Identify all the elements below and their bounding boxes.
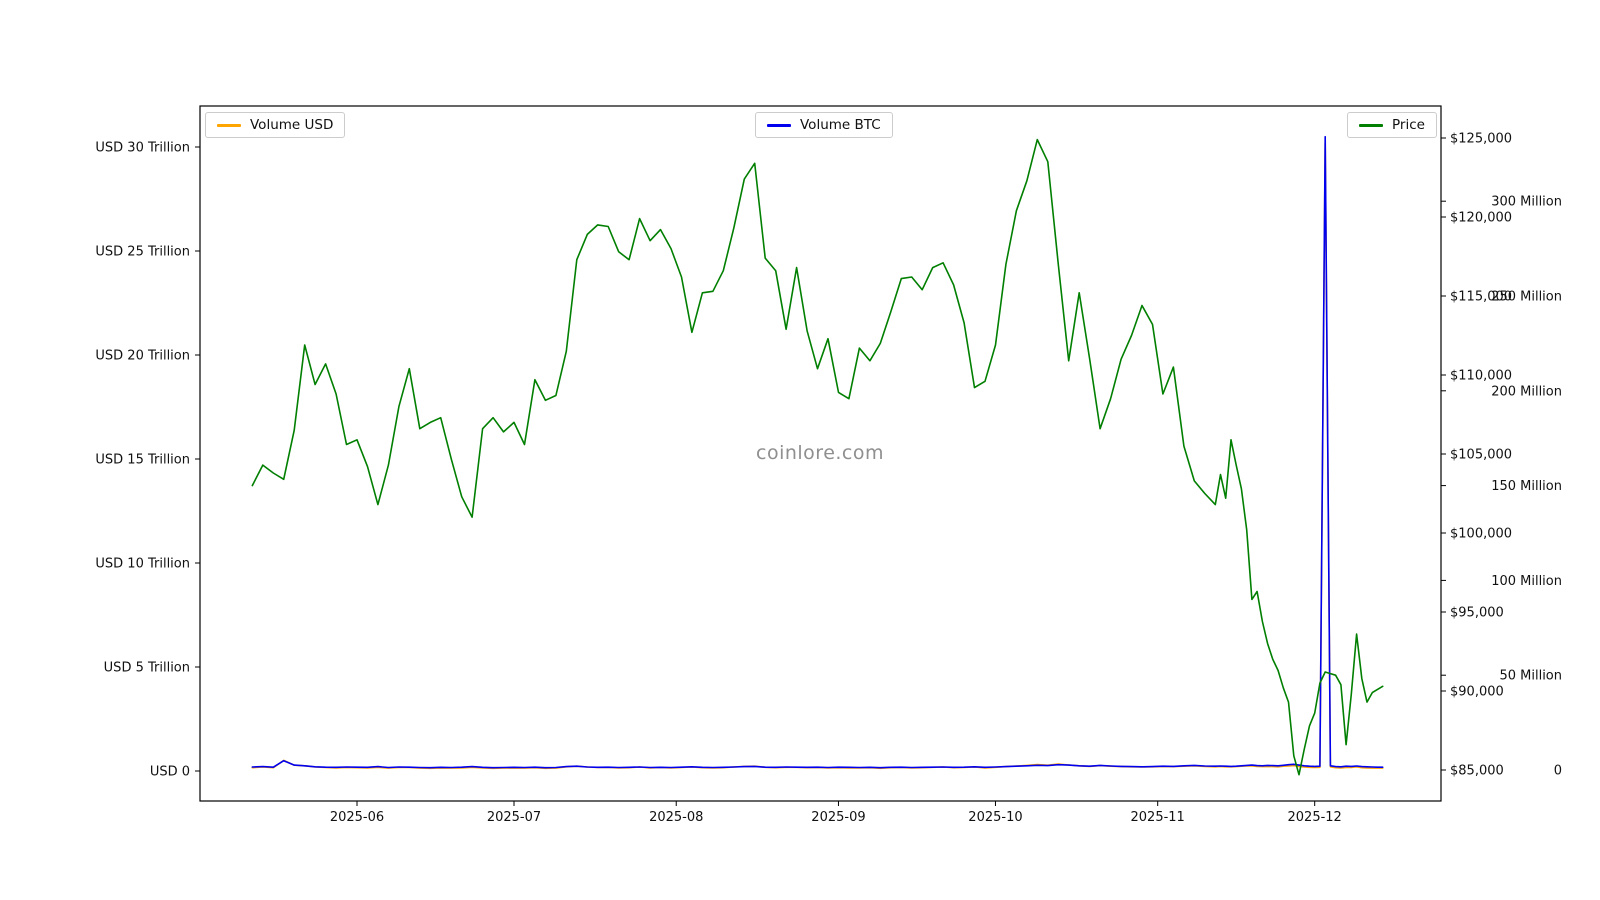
- left-tick-label: USD 10 Trillion: [95, 557, 190, 572]
- price-tick-label: $125,000: [1450, 132, 1512, 147]
- legend-volume-btc: Volume BTC: [755, 112, 893, 138]
- watermark: coinlore.com: [756, 442, 884, 464]
- price-tick-label: $90,000: [1450, 685, 1504, 700]
- x-tick-label: 2025-08: [649, 810, 703, 825]
- price-tick-label: $110,000: [1450, 369, 1512, 384]
- x-tick-label: 2025-12: [1288, 810, 1342, 825]
- legend-volume-usd-label: Volume USD: [250, 117, 334, 133]
- x-tick-label: 2025-10: [968, 810, 1022, 825]
- price-tick-label: $85,000: [1450, 764, 1504, 779]
- btc-tick-label: 300 Million: [1491, 195, 1562, 210]
- price-line: [251, 138, 1384, 776]
- price-tick-label: $95,000: [1450, 606, 1504, 621]
- volume-usd-line-swatch: [217, 123, 241, 127]
- left-tick-label: USD 30 Trillion: [95, 141, 190, 156]
- btc-tick-label: 250 Million: [1491, 290, 1562, 305]
- x-tick-label: 2025-11: [1131, 810, 1185, 825]
- left-tick-label: USD 15 Trillion: [95, 453, 190, 468]
- x-tick-label: 2025-06: [330, 810, 384, 825]
- legend-volume-btc-label: Volume BTC: [800, 117, 881, 133]
- x-tick-label: 2025-07: [487, 810, 541, 825]
- left-tick-label: USD 25 Trillion: [95, 245, 190, 260]
- btc-tick-label: 100 Million: [1491, 574, 1562, 589]
- left-tick-label: USD 5 Trillion: [104, 661, 190, 676]
- x-tick-label: 2025-09: [811, 810, 865, 825]
- volume-btc-line-swatch: [767, 123, 791, 127]
- price-line-swatch: [1359, 123, 1383, 127]
- left-tick-label: USD 20 Trillion: [95, 349, 190, 364]
- legend-volume-usd: Volume USD: [205, 112, 346, 138]
- legend-price: Price: [1347, 112, 1437, 138]
- price-tick-label: $120,000: [1450, 211, 1512, 226]
- btc-tick-label: 0: [1554, 764, 1562, 779]
- price-tick-label: $115,000: [1450, 290, 1512, 305]
- btc-tick-label: 200 Million: [1491, 384, 1562, 399]
- price-tick-label: $100,000: [1450, 527, 1512, 542]
- volume-btc-line: [251, 135, 1384, 769]
- btc-tick-label: 50 Million: [1499, 669, 1562, 684]
- legend-price-label: Price: [1392, 117, 1425, 133]
- left-tick-label: USD 0: [150, 765, 190, 780]
- price-tick-label: $105,000: [1450, 448, 1512, 463]
- btc-tick-label: 150 Million: [1491, 479, 1562, 494]
